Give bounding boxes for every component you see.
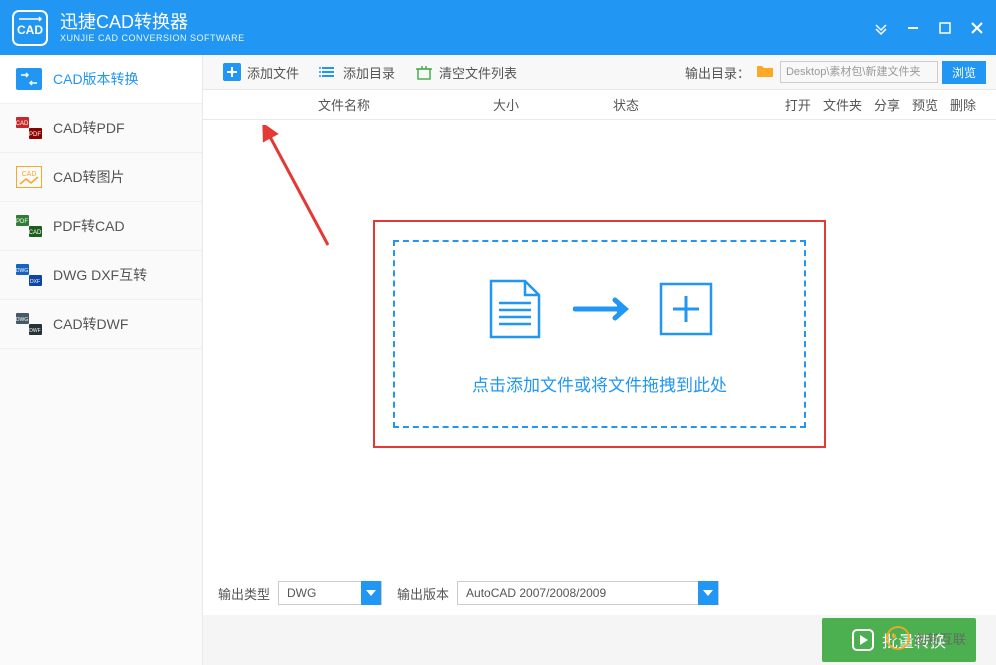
- output-dir-label: 输出目录：: [685, 63, 750, 82]
- watermark-logo-icon: [886, 626, 910, 650]
- cad-version-icon: [15, 67, 43, 91]
- svg-text:PDF: PDF: [29, 132, 41, 138]
- close-button[interactable]: [968, 19, 986, 37]
- bottom-bar: 输出类型 DWG 输出版本 AutoCAD 2007/2008/2009: [203, 571, 996, 615]
- sidebar-item-label: CAD转PDF: [53, 118, 125, 138]
- svg-text:PDF: PDF: [16, 219, 28, 225]
- svg-text:CAD: CAD: [22, 171, 37, 178]
- sidebar-item-cad-dwf[interactable]: DWGDWF CAD转DWF: [0, 300, 202, 349]
- sidebar-item-cad-version[interactable]: CAD版本转换: [0, 55, 202, 104]
- app-subtitle: XUNJIE CAD CONVERSION SOFTWARE: [60, 33, 872, 43]
- cad-dwf-icon: DWGDWF: [15, 312, 43, 336]
- th-delete: 删除: [950, 95, 976, 114]
- output-type-value: DWG: [279, 586, 361, 600]
- add-file-button[interactable]: 添加文件: [213, 55, 309, 90]
- sidebar: CAD版本转换 CADPDF CAD转PDF CAD CAD转图片 PDFCAD…: [0, 55, 203, 665]
- output-type-select[interactable]: DWG: [278, 581, 382, 605]
- drop-zone-text: 点击添加文件或将文件拖拽到此处: [415, 371, 784, 396]
- add-box-icon: [659, 282, 713, 336]
- sidebar-item-label: DWG DXF互转: [53, 265, 147, 285]
- svg-text:CAD: CAD: [16, 121, 29, 127]
- cad-image-icon: CAD: [15, 165, 43, 189]
- toolbar: 添加文件 添加目录 清空文件列表 输出目录： Desktop\素: [203, 55, 996, 90]
- th-preview: 预览: [912, 95, 938, 114]
- th-filename: 文件名称: [218, 95, 493, 114]
- cad-pdf-icon: CADPDF: [15, 116, 43, 140]
- titlebar: CAD 迅捷CAD转换器 XUNJIE CAD CONVERSION SOFTW…: [0, 0, 996, 55]
- annotation-arrow: [258, 125, 338, 255]
- app-title: 迅捷CAD转换器: [60, 12, 872, 34]
- add-folder-button[interactable]: 添加目录: [309, 55, 405, 90]
- sidebar-item-label: PDF转CAD: [53, 216, 125, 236]
- output-type-label: 输出类型: [218, 584, 270, 603]
- folder-icon: [756, 64, 774, 81]
- sidebar-item-dwg-dxf[interactable]: DWGDXF DWG DXF互转: [0, 251, 202, 300]
- arrow-right-icon: [573, 297, 629, 321]
- drop-zone[interactable]: 点击添加文件或将文件拖拽到此处: [393, 240, 806, 428]
- browse-button[interactable]: 浏览: [942, 61, 986, 84]
- th-share: 分享: [874, 95, 900, 114]
- svg-text:DXF: DXF: [30, 279, 40, 285]
- svg-text:CAD: CAD: [17, 23, 43, 37]
- sidebar-item-cad-image[interactable]: CAD CAD转图片: [0, 153, 202, 202]
- th-status: 状态: [613, 95, 733, 114]
- output-version-value: AutoCAD 2007/2008/2009: [458, 586, 698, 600]
- sidebar-item-label: CAD转图片: [53, 167, 125, 187]
- add-folder-label: 添加目录: [343, 63, 395, 82]
- svg-text:DWG: DWG: [16, 317, 28, 323]
- sidebar-item-cad-pdf[interactable]: CADPDF CAD转PDF: [0, 104, 202, 153]
- th-size: 大小: [493, 95, 613, 114]
- svg-text:DWG: DWG: [16, 268, 28, 274]
- chevron-down-icon: [698, 581, 718, 605]
- table-header: 文件名称 大小 状态 打开 文件夹 分享 预览 删除: [203, 90, 996, 120]
- output-version-select[interactable]: AutoCAD 2007/2008/2009: [457, 581, 719, 605]
- maximize-button[interactable]: [936, 19, 954, 37]
- watermark-text: 创新互联: [914, 629, 966, 648]
- chevron-down-icon: [361, 581, 381, 605]
- th-open: 打开: [785, 95, 811, 114]
- watermark: 创新互联: [886, 626, 966, 650]
- app-logo-icon: CAD: [10, 8, 50, 48]
- output-path-input[interactable]: Desktop\素材包\新建文件夹: [780, 61, 938, 83]
- clear-list-icon: [415, 63, 433, 81]
- clear-list-label: 清空文件列表: [439, 63, 517, 82]
- annotation-highlight: 点击添加文件或将文件拖拽到此处: [373, 220, 826, 448]
- svg-text:DWF: DWF: [29, 328, 40, 334]
- sidebar-item-label: CAD转DWF: [53, 314, 128, 334]
- play-icon: [852, 629, 874, 651]
- add-file-label: 添加文件: [247, 63, 299, 82]
- minimize-button[interactable]: [904, 19, 922, 37]
- sidebar-item-pdf-cad[interactable]: PDFCAD PDF转CAD: [0, 202, 202, 251]
- dropdown-icon[interactable]: [872, 19, 890, 37]
- pdf-cad-icon: PDFCAD: [15, 214, 43, 238]
- th-folder: 文件夹: [823, 95, 862, 114]
- sidebar-item-label: CAD版本转换: [53, 69, 139, 89]
- dwg-dxf-icon: DWGDXF: [15, 263, 43, 287]
- add-folder-icon: [319, 63, 337, 81]
- document-icon: [487, 277, 543, 341]
- output-version-label: 输出版本: [397, 584, 449, 603]
- clear-list-button[interactable]: 清空文件列表: [405, 55, 527, 90]
- add-file-icon: [223, 63, 241, 81]
- svg-text:CAD: CAD: [29, 230, 42, 236]
